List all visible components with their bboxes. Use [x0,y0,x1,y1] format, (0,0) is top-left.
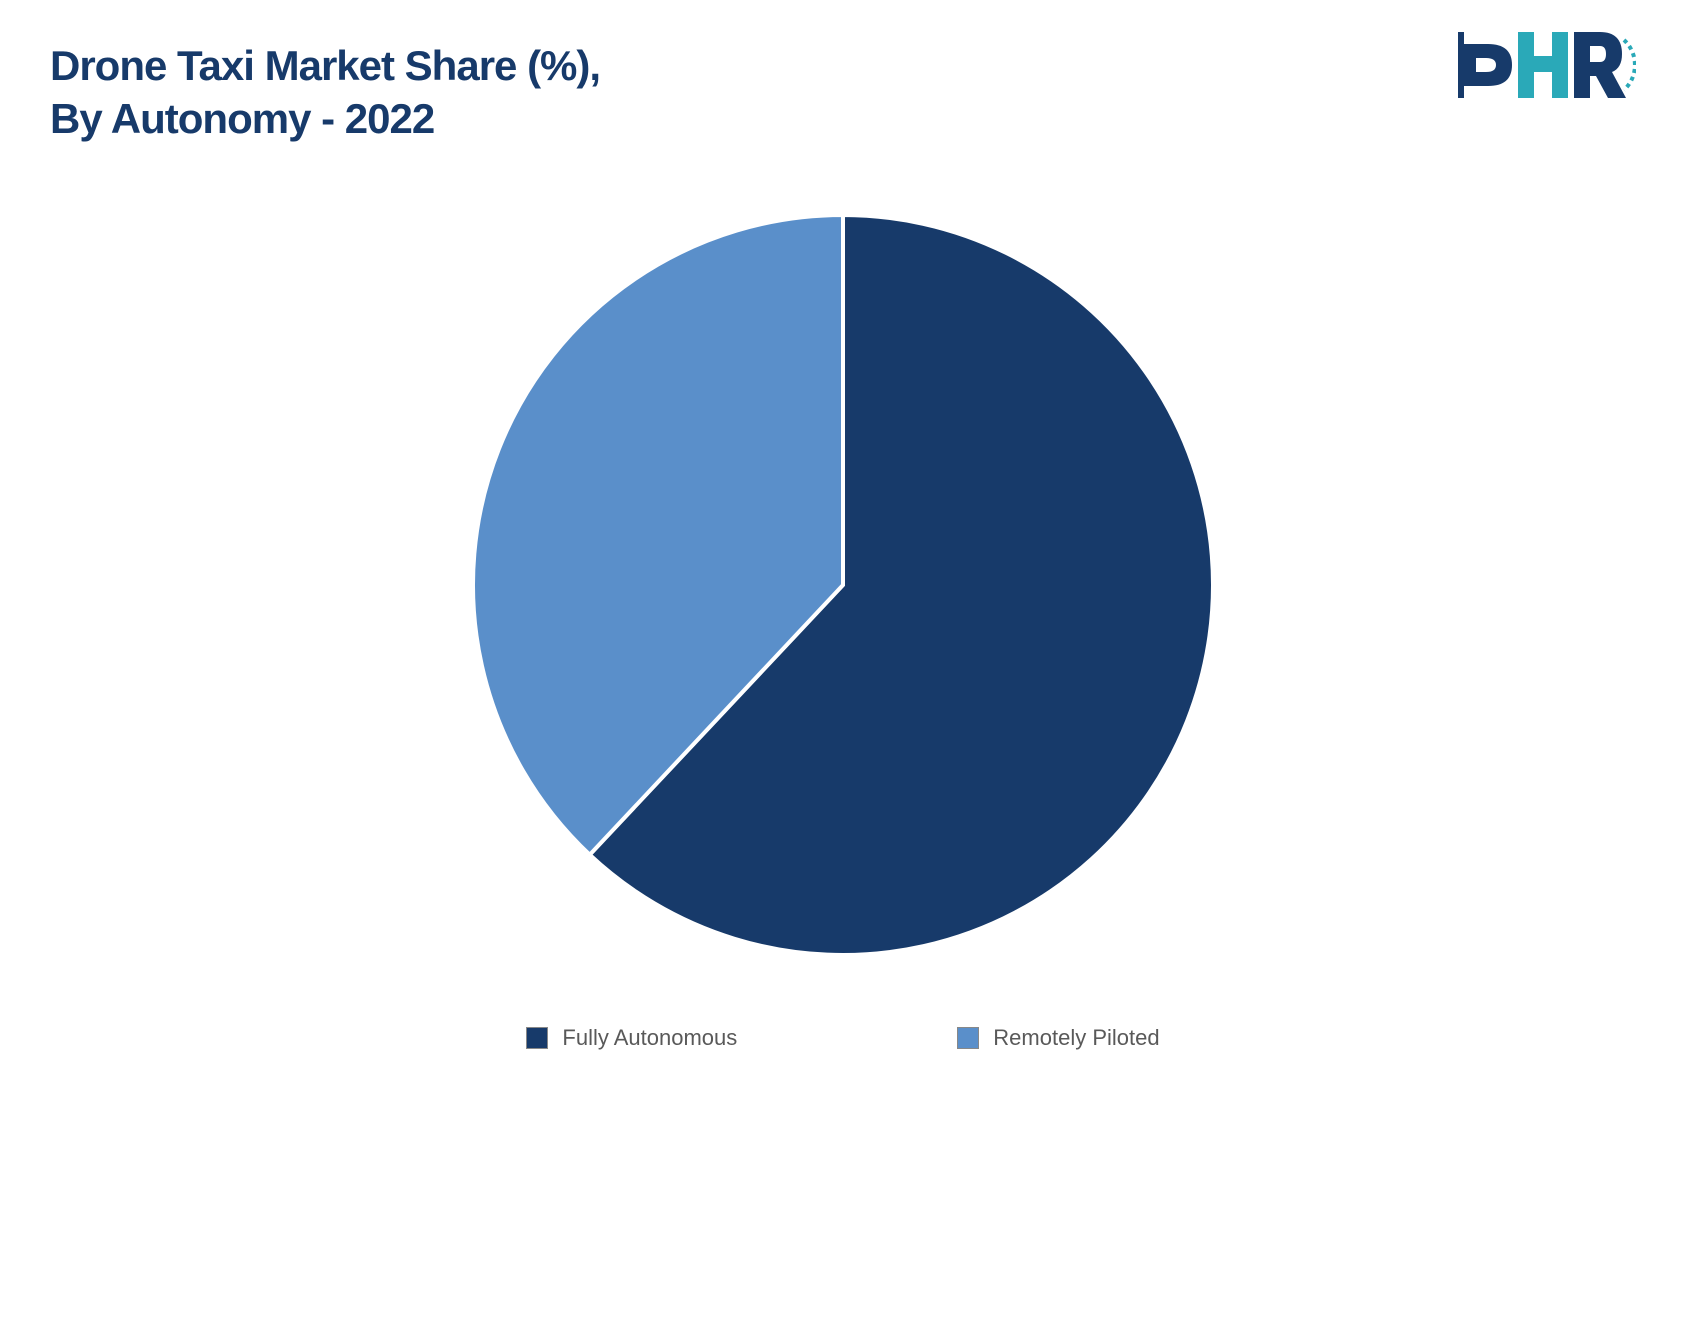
legend-swatch-icon [957,1027,979,1049]
legend-item-fully-autonomous: Fully Autonomous [526,1025,737,1051]
legend-item-remotely-piloted: Remotely Piloted [957,1025,1159,1051]
logo-accent-icon [1624,40,1635,90]
logo-h-icon [1518,32,1568,98]
title-line-1: Drone Taxi Market Share (%), [50,40,1636,93]
legend-label: Fully Autonomous [562,1025,737,1051]
logo-d-icon [1458,32,1512,98]
title-line-2: By Autonomy - 2022 [50,93,1636,146]
pie-chart [463,205,1223,970]
chart-title: Drone Taxi Market Share (%), By Autonomy… [50,40,1636,145]
logo-r-icon [1574,32,1626,98]
chart-container: Drone Taxi Market Share (%), By Autonomy… [0,0,1686,1333]
legend-label: Remotely Piloted [993,1025,1159,1051]
brand-logo [1456,20,1636,110]
legend: Fully Autonomous Remotely Piloted [526,1025,1159,1051]
legend-swatch-icon [526,1027,548,1049]
chart-area: Fully Autonomous Remotely Piloted [50,205,1636,1051]
